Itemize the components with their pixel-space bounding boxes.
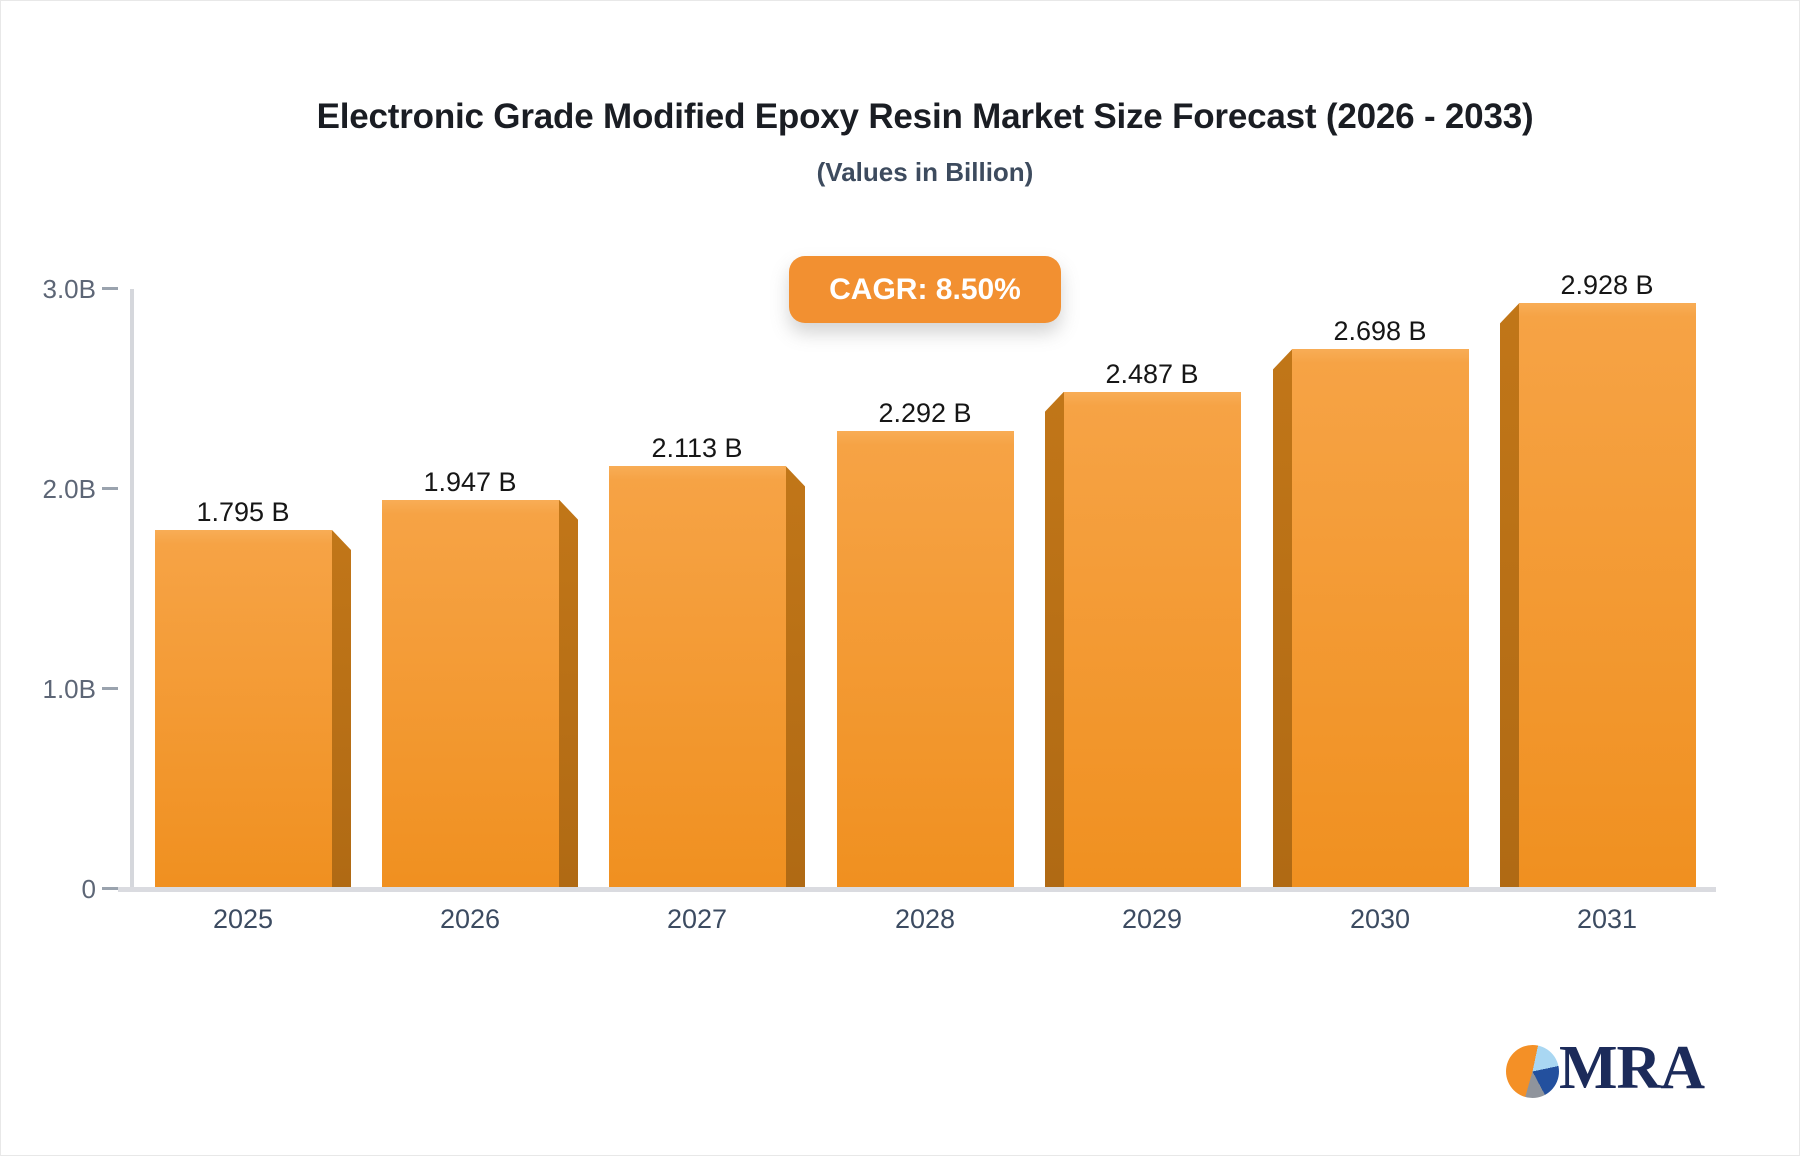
y-axis-tick-label: 1.0B bbox=[42, 674, 97, 704]
bar-value-label: 1.795 B bbox=[196, 497, 290, 527]
bar-2027 bbox=[609, 466, 786, 887]
bar-2029 bbox=[1064, 391, 1241, 887]
x-axis-baseline bbox=[118, 887, 1716, 892]
y-axis-tick-label: 2.0B bbox=[42, 474, 97, 504]
y-axis-line bbox=[130, 289, 134, 887]
mra-logo: MRA bbox=[1506, 1034, 1716, 1107]
bar-value-label: 2.928 B bbox=[1560, 270, 1654, 301]
bar-3d-side bbox=[332, 530, 351, 887]
bar-2031 bbox=[1519, 303, 1696, 887]
x-axis-label-2026: 2026 bbox=[439, 904, 501, 934]
bar-2030 bbox=[1292, 349, 1469, 887]
y-axis-tick-dash bbox=[102, 287, 118, 290]
bar-value-label: 1.947 B bbox=[423, 466, 517, 497]
bar-3d-side bbox=[559, 499, 578, 887]
y-axis-tick-label: 0 bbox=[81, 874, 96, 904]
bar-value-label: 2.487 B bbox=[1105, 358, 1199, 389]
cagr-badge-label: CAGR: 8.50% bbox=[829, 272, 1021, 306]
x-axis-label-2025: 2025 bbox=[212, 904, 274, 934]
x-axis-label-2029: 2029 bbox=[1121, 904, 1183, 934]
chart-subtitle: (Values in Billion) bbox=[816, 157, 1034, 187]
bar-2028 bbox=[837, 430, 1014, 887]
y-axis-tick-dash bbox=[102, 887, 118, 890]
bar-2025 bbox=[155, 530, 332, 887]
pie-chart-logo-icon bbox=[1506, 1045, 1559, 1098]
logo-text: MRA bbox=[1559, 1034, 1705, 1102]
x-axis-label-2028: 2028 bbox=[894, 904, 956, 934]
bar-3d-side bbox=[1045, 391, 1064, 887]
bar-3d-side bbox=[786, 466, 805, 887]
bar-3d-side bbox=[1500, 303, 1519, 887]
cagr-badge: CAGR: 8.50% bbox=[789, 256, 1061, 323]
y-axis-tick-dash bbox=[102, 487, 118, 490]
y-axis-tick-dash bbox=[102, 687, 118, 690]
x-axis-label-2031: 2031 bbox=[1576, 904, 1638, 934]
bar-value-label: 2.113 B bbox=[651, 433, 743, 464]
chart-title: Electronic Grade Modified Epoxy Resin Ma… bbox=[316, 97, 1534, 136]
bar-value-label: 2.698 B bbox=[1333, 316, 1427, 347]
x-axis-label-2027: 2027 bbox=[666, 904, 728, 934]
bar-3d-side bbox=[1273, 349, 1292, 887]
bar-value-label: 2.292 B bbox=[878, 397, 972, 428]
bar-2026 bbox=[382, 499, 559, 887]
y-axis-tick-label: 3.0B bbox=[42, 274, 97, 304]
x-axis-label-2030: 2030 bbox=[1349, 904, 1411, 934]
